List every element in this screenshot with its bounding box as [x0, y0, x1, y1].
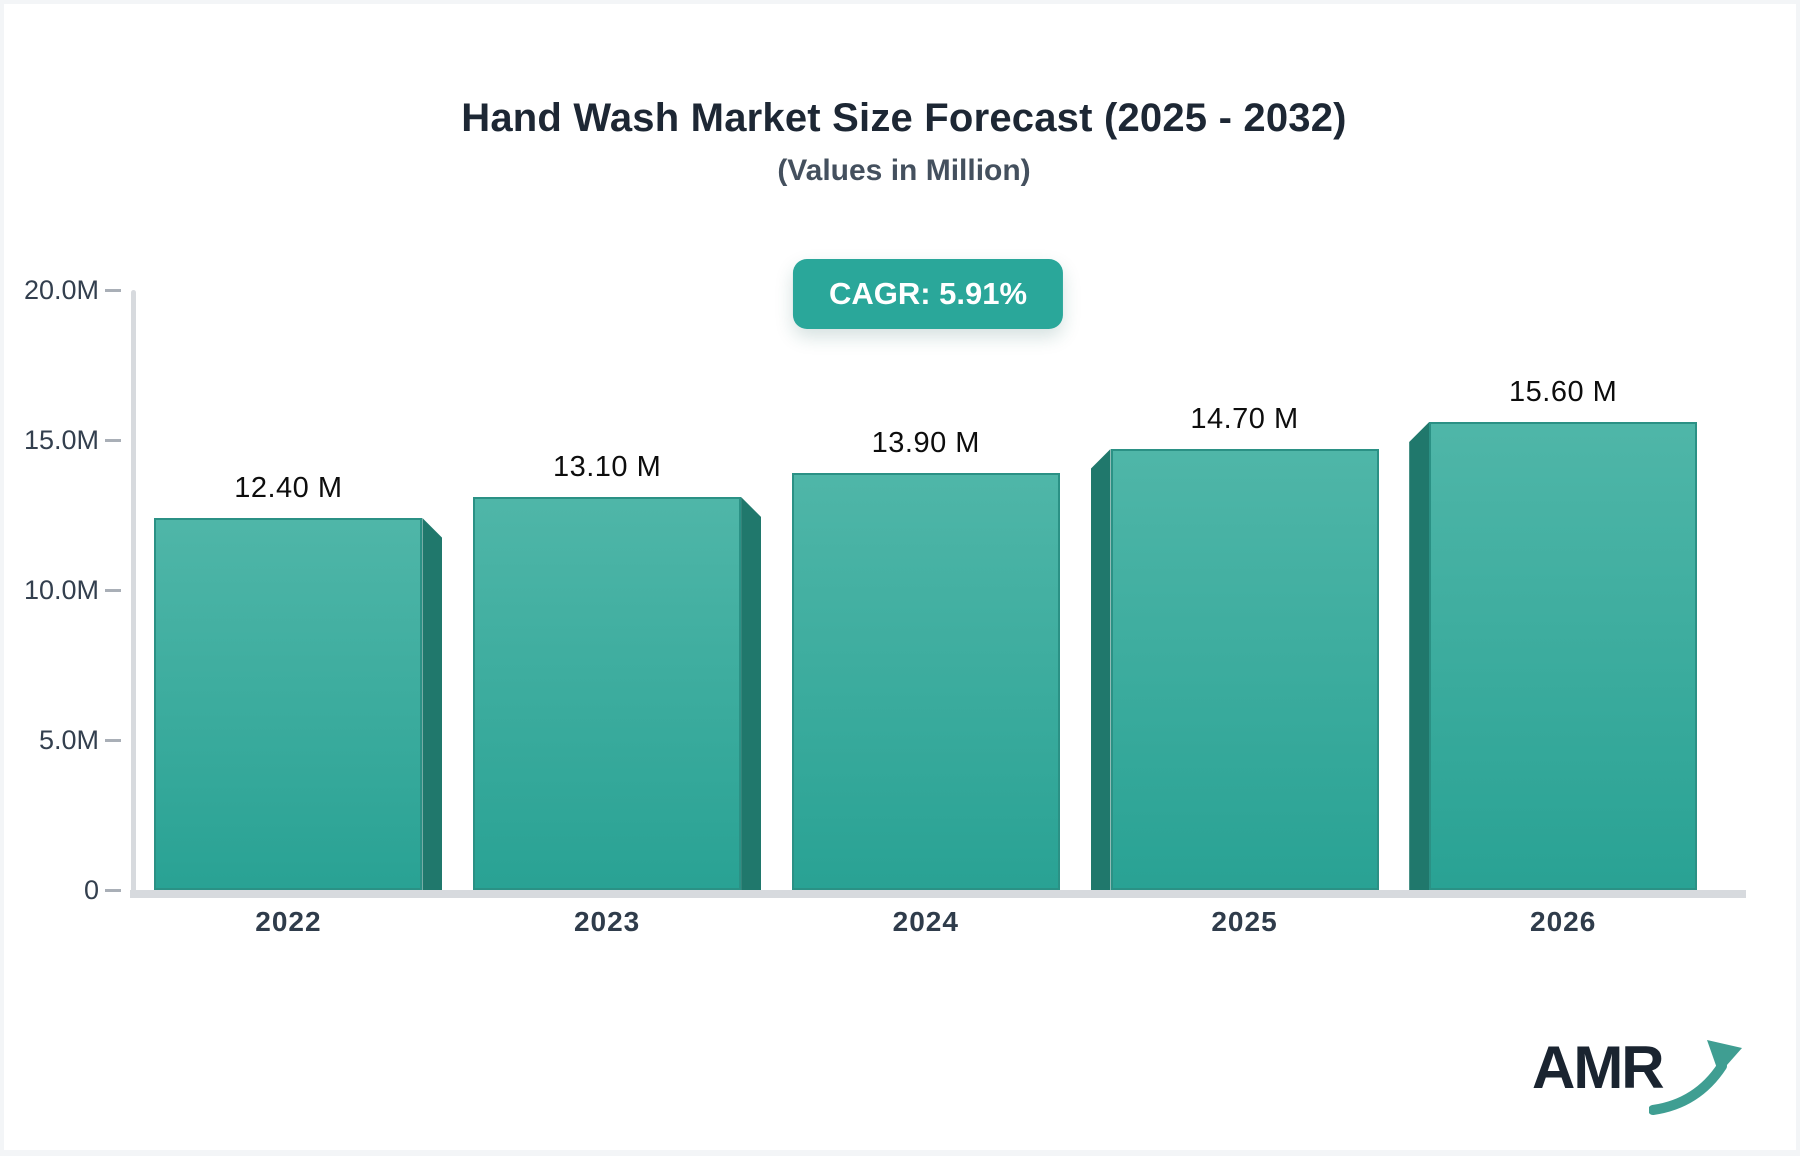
plot-area: 0 5.0M 10.0M 15.0M 20.0M 12.40 M 2022 13.10 M 20…	[4, 4, 1796, 1150]
x-tick-label: 2025	[1211, 906, 1278, 937]
y-tick-label: 0	[83, 875, 99, 905]
cagr-badge: CAGR: 5.91%	[792, 259, 1064, 329]
bar[interactable]	[1429, 422, 1698, 890]
y-tick	[105, 439, 121, 442]
y-tick	[105, 289, 121, 292]
x-axis-line	[130, 890, 1746, 898]
bar-side-face	[1409, 422, 1430, 890]
x-tick-label: 2022	[255, 906, 322, 937]
bar-value-label: 13.10 M	[552, 451, 662, 483]
bar-side-face	[422, 518, 443, 890]
x-tick-label: 2023	[573, 906, 641, 937]
y-tick-label: 15.0M	[23, 425, 99, 455]
bar-value-label: 15.60 M	[1509, 376, 1618, 408]
y-tick	[105, 739, 121, 742]
chart-title: Hand Wash Market Size Forecast (2025 - 2…	[461, 96, 1347, 140]
y-tick	[105, 589, 121, 592]
bar[interactable]	[1110, 449, 1379, 890]
bar-side-face	[741, 497, 762, 890]
y-axis-line	[131, 290, 136, 898]
amr-logo-text: AMR	[1532, 1034, 1665, 1101]
bar[interactable]	[473, 497, 742, 890]
chart-canvas: Hand Wash Market Size Forecast (2025 - 2…	[4, 4, 1796, 1150]
bar[interactable]	[791, 473, 1060, 890]
amr-logo: AMR	[1532, 1036, 1745, 1118]
growth-arrow-icon	[1648, 1040, 1742, 1115]
x-tick-label: 2024	[892, 906, 959, 937]
y-tick-label: 20.0M	[23, 275, 99, 305]
y-tick-label: 5.0M	[38, 725, 99, 755]
chart-subtitle: (Values in Million)	[777, 154, 1031, 187]
y-tick-label: 10.0M	[23, 575, 99, 605]
bar-value-label: 14.70 M	[1190, 403, 1299, 435]
y-tick	[105, 889, 121, 892]
bar-side-face	[1090, 449, 1111, 890]
bar[interactable]	[154, 518, 423, 890]
bar-value-label: 13.90 M	[871, 427, 980, 459]
bar-value-label: 12.40 M	[234, 472, 343, 504]
x-tick-label: 2026	[1530, 906, 1597, 937]
